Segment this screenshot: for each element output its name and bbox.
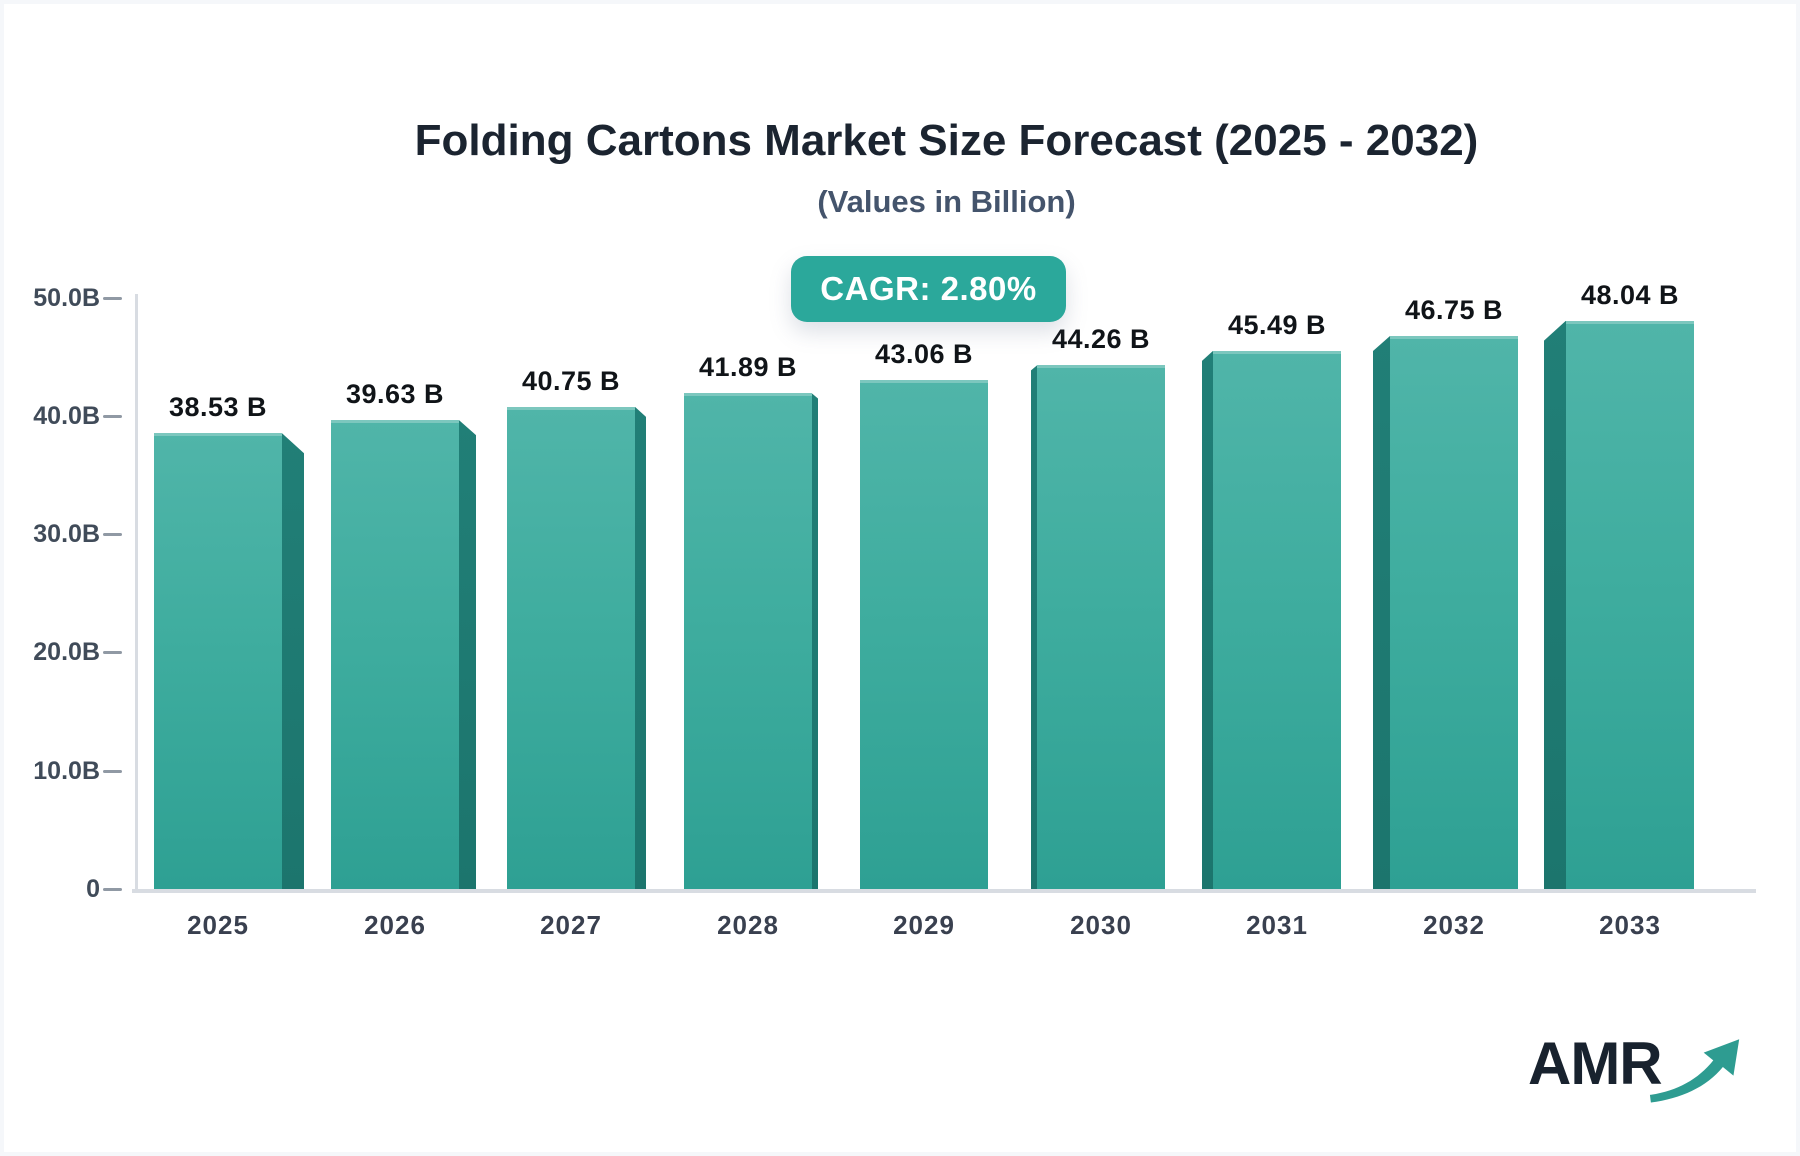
x-tick-label: 2027 — [540, 910, 602, 940]
amr-logo: AMR — [1528, 1030, 1739, 1112]
bar-value-label: 39.63 B — [345, 379, 445, 410]
bar-2029 — [860, 379, 988, 889]
bar-side-2030 — [1031, 365, 1037, 889]
x-axis-line — [132, 889, 1756, 893]
x-tick-label: 2030 — [1070, 910, 1132, 940]
bar-2033 — [1566, 320, 1694, 889]
bar-value-label: 44.26 B — [1051, 324, 1151, 355]
x-tick-label: 2029 — [893, 910, 955, 940]
bar-value-label: 46.75 B — [1404, 294, 1504, 325]
x-tick-label: 2025 — [187, 910, 249, 940]
bar-side-2033 — [1544, 320, 1566, 889]
y-tick-mark — [103, 414, 122, 418]
bar-value-label: 40.75 B — [521, 365, 621, 396]
y-tick-mark — [103, 296, 122, 300]
y-tick-label: 20.0B — [33, 638, 100, 667]
y-axis-line — [135, 294, 138, 892]
bar-side-2026 — [459, 420, 476, 889]
cagr-badge: CAGR: 2.80% — [791, 256, 1066, 322]
bar-2031 — [1213, 350, 1341, 889]
bar-side-2027 — [635, 406, 646, 889]
bar-2026 — [331, 420, 459, 889]
y-tick-label: 10.0B — [33, 756, 100, 785]
y-tick-label: 50.0B — [33, 283, 100, 312]
bar-side-2028 — [812, 393, 818, 889]
x-tick-label: 2033 — [1599, 910, 1661, 940]
bar-2027 — [507, 406, 635, 889]
y-tick-mark — [103, 769, 122, 773]
bar-side-2031 — [1202, 350, 1213, 889]
bar-2032 — [1390, 335, 1518, 889]
y-tick-mark — [103, 533, 122, 537]
bar-2030 — [1037, 365, 1165, 889]
amr-logo-text: AMR — [1528, 1030, 1663, 1097]
y-tick-mark — [103, 888, 122, 891]
y-tick-label: 0 — [86, 875, 100, 903]
x-tick-label: 2026 — [364, 910, 426, 940]
bar-value-label: 43.06 B — [874, 338, 974, 369]
bar-2025 — [154, 433, 282, 889]
x-tick-label: 2032 — [1423, 910, 1485, 940]
x-tick-label: 2031 — [1246, 910, 1308, 940]
bar-value-label: 45.49 B — [1227, 309, 1327, 340]
bar-side-2025 — [282, 433, 304, 889]
y-tick-mark — [103, 651, 122, 655]
y-tick-label: 30.0B — [33, 520, 100, 549]
bar-side-2032 — [1373, 335, 1390, 889]
y-tick-label: 40.0B — [33, 401, 100, 430]
bar-value-label: 38.53 B — [168, 392, 268, 423]
growth-arrow-icon — [1648, 1030, 1744, 1111]
plot-area: 0 10.0B 20.0B 30.0B 40.0B 50.0B 38.53 B 2025 39.… — [4, 4, 1796, 1152]
x-tick-label: 2028 — [717, 910, 779, 940]
bar-value-label: 48.04 B — [1580, 279, 1680, 310]
chart-title: Folding Cartons Market Size Forecast (20… — [414, 116, 1479, 165]
bar-2028 — [684, 393, 812, 889]
chart-header: Folding Cartons Market Size Forecast (20… — [139, 4, 1754, 220]
chart-subtitle: (Values in Billion) — [817, 184, 1076, 219]
bar-value-label: 41.89 B — [698, 352, 798, 383]
